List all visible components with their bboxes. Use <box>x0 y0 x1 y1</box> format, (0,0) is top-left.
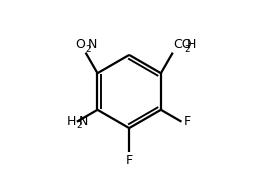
Text: H: H <box>67 115 76 128</box>
Text: 2: 2 <box>85 45 91 54</box>
Text: 2: 2 <box>76 121 82 130</box>
Text: CO: CO <box>174 38 192 51</box>
Text: N: N <box>88 38 97 51</box>
Text: O: O <box>75 38 85 51</box>
Text: N: N <box>79 115 88 128</box>
Text: F: F <box>126 154 133 167</box>
Text: 2: 2 <box>184 45 190 54</box>
Text: F: F <box>183 115 191 128</box>
Text: H: H <box>187 38 196 51</box>
